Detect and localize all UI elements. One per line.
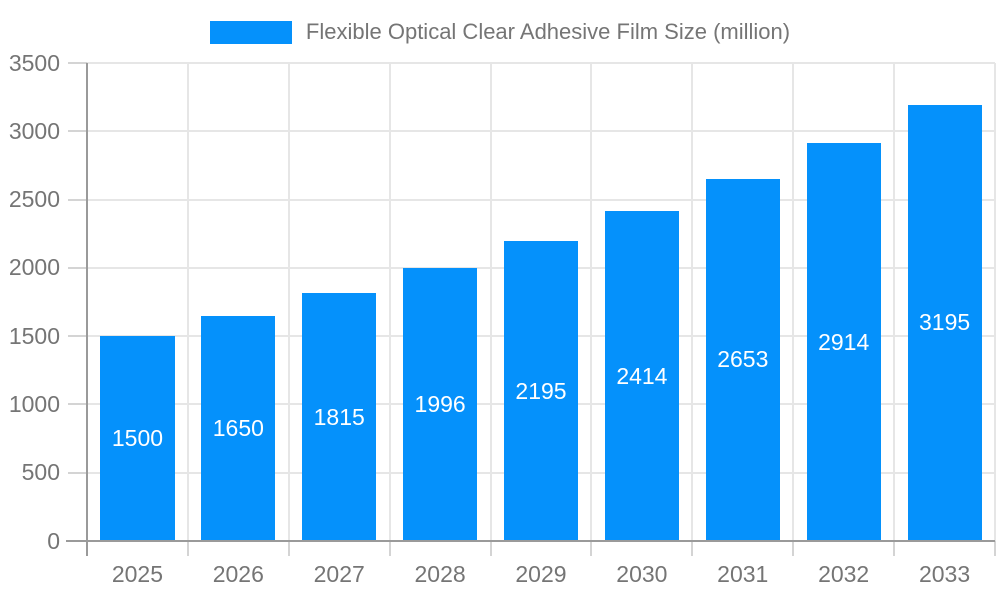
x-axis-tick-label: 2030 [616, 561, 668, 587]
bar-category-cell: 3195 [894, 63, 995, 541]
x-axis-tick [186, 541, 189, 556]
y-axis-tick [68, 130, 87, 133]
y-axis: 0 500 1000 1500 2000 2500 3000 3500 [0, 50, 87, 554]
bar-category-cell: 2195 [491, 63, 592, 541]
y-axis-tick [68, 335, 87, 338]
bar-2033: 3195 [907, 104, 982, 541]
y-axis-tick-label: 0 [47, 527, 60, 554]
y-axis-line [86, 63, 88, 556]
h-gridline [87, 62, 995, 64]
x-axis-line [66, 540, 995, 542]
bar-category-cell: 2653 [692, 63, 793, 541]
legend-label: Flexible Optical Clear Adhesive Film Siz… [305, 19, 791, 44]
bar-category-cell: 1996 [390, 63, 491, 541]
bar-2025: 1500 [100, 336, 175, 541]
y-axis-tick-label: 500 [21, 459, 60, 486]
v-gridline [287, 63, 290, 541]
x-axis-tick [691, 541, 694, 556]
legend-swatch [209, 20, 292, 44]
y-axis-tick-label: 2500 [8, 186, 60, 213]
x-axis-tick [388, 541, 391, 556]
v-gridline [186, 63, 189, 541]
h-gridline [87, 130, 995, 133]
bars-layer: 1500 1650 1815 1996 2195 2414 2653 2914 3195 [87, 63, 995, 541]
x-axis-tick [287, 541, 290, 556]
x-axis: 2025 2026 2027 2028 2029 2030 2031 2032 2033 [87, 541, 996, 596]
x-axis-tick [792, 541, 795, 556]
y-axis-tick [68, 198, 87, 201]
bar-category-cell: 2914 [793, 63, 894, 541]
bar-value-label: 2414 [616, 362, 668, 389]
x-axis-tick-label: 2029 [515, 561, 567, 587]
x-axis-tick-label: 2025 [111, 561, 164, 587]
bar-value-label: 2914 [818, 328, 870, 355]
y-axis-tick-label: 1000 [8, 391, 60, 418]
v-gridline [792, 63, 795, 541]
y-axis-tick [68, 471, 87, 474]
bar-value-label: 1650 [212, 414, 264, 441]
y-axis-tick-label: 1500 [8, 322, 60, 349]
bar-2028: 1996 [403, 268, 478, 541]
x-axis-tick [893, 541, 896, 556]
bar-2030: 2414 [604, 211, 679, 541]
v-gridline [893, 63, 896, 541]
bar-value-label: 3195 [918, 309, 971, 336]
legend: Flexible Optical Clear Adhesive Film Siz… [0, 19, 1000, 45]
bar-2026: 1650 [201, 315, 276, 541]
x-axis-tick [489, 541, 492, 556]
y-axis-tick-label: 3000 [8, 118, 60, 145]
bar-category-cell: 2414 [591, 63, 692, 541]
x-axis-tick-label: 2033 [918, 561, 971, 587]
y-axis-tick-label: 3500 [8, 49, 60, 76]
x-axis-tick [590, 541, 593, 556]
bar-value-label: 2195 [515, 377, 567, 404]
y-axis-tick [68, 403, 87, 406]
y-axis-tick [68, 266, 87, 269]
y-axis-tick [68, 62, 87, 64]
bar-value-label: 1815 [313, 403, 365, 430]
v-gridline [994, 63, 996, 541]
bar-2029: 2195 [503, 241, 579, 541]
bar-category-cell: 1650 [188, 63, 289, 541]
bar-value-label: 1996 [414, 391, 466, 418]
x-axis-tick-label: 2032 [818, 561, 870, 587]
v-gridline [590, 63, 593, 541]
v-gridline [388, 63, 391, 541]
x-axis-tick-label: 2027 [313, 561, 365, 587]
x-axis-tick [994, 541, 996, 556]
bar-category-cell: 1815 [289, 63, 390, 541]
bar-value-label: 2653 [717, 346, 769, 373]
x-axis-tick-label: 2026 [212, 561, 264, 587]
bar-category-cell: 1500 [87, 63, 188, 541]
x-axis-tick-label: 2031 [717, 561, 769, 587]
plot-area: 1500 1650 1815 1996 2195 2414 2653 2914 3195 [87, 62, 996, 541]
v-gridline [489, 63, 492, 541]
bar-value-label: 1500 [111, 425, 164, 452]
bar-2032: 2914 [806, 143, 881, 541]
h-gridline [87, 198, 995, 201]
x-axis-tick-label: 2028 [414, 561, 466, 587]
bar-2027: 1815 [302, 293, 377, 541]
bar-2031: 2653 [705, 178, 780, 541]
v-gridline [691, 63, 694, 541]
y-axis-tick-label: 2000 [8, 254, 60, 281]
